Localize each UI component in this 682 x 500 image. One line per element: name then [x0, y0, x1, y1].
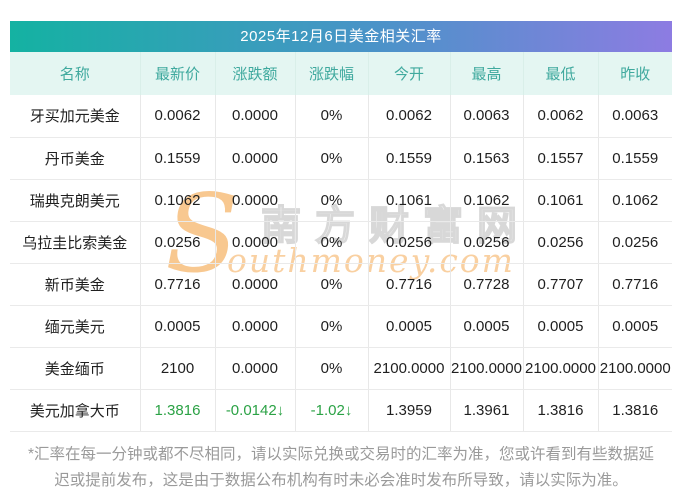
- value-cell: 0.1062: [140, 179, 216, 222]
- disclaimer-line-2: 迟或提前发布，这是由于数据公布机构有时未必会准时发布所导致，请以实际为准。: [54, 472, 628, 489]
- column-header: 名称: [10, 52, 141, 95]
- pair-name-cell: 缅元美元: [10, 305, 141, 348]
- value-cell: 0.7716: [598, 263, 672, 306]
- pair-name-cell: 丹币美金: [10, 137, 141, 180]
- value-cell: 0.0005: [598, 305, 672, 348]
- value-cell: 0.0000: [215, 347, 296, 390]
- table-row: 瑞典克朗美元 0.1062 0.0000 0% 0.1061 0.1062 0.1061 0.…: [10, 179, 672, 222]
- value-cell: 0.0005: [140, 305, 216, 348]
- table-row: 美金缅币 2100 0.0000 0% 2100.0000 2100.0000 2100.0…: [10, 347, 672, 390]
- value-cell: 0.7716: [140, 263, 216, 306]
- value-cell: 0.1061: [523, 179, 599, 222]
- value-cell: 0.1559: [140, 137, 216, 180]
- value-cell: 2100.0000: [598, 347, 672, 390]
- value-cell: -0.0142↓: [215, 389, 296, 432]
- value-cell: 0%: [295, 221, 369, 264]
- value-cell: 0.0256: [140, 221, 216, 264]
- value-cell: 0.0000: [215, 95, 296, 138]
- table-row: 牙买加元美金 0.0062 0.0000 0% 0.0062 0.0063 0.0062 0.…: [10, 95, 672, 138]
- value-cell: 0.0000: [215, 263, 296, 306]
- pair-name-cell: 美元加拿大币: [10, 389, 141, 432]
- column-header: 昨收: [598, 52, 672, 95]
- value-cell: 0.0000: [215, 305, 296, 348]
- table-row: 丹币美金 0.1559 0.0000 0% 0.1559 0.1563 0.1557 0.15…: [10, 137, 672, 180]
- value-cell: 0.0000: [215, 221, 296, 264]
- value-cell: 0.0256: [598, 221, 672, 264]
- value-cell: 0.1563: [450, 137, 524, 180]
- value-cell: 0.0256: [523, 221, 599, 264]
- value-cell: 0.1062: [450, 179, 524, 222]
- value-cell: 0%: [295, 137, 369, 180]
- value-cell: 0.0062: [523, 95, 599, 138]
- value-cell: 0%: [295, 347, 369, 390]
- value-cell: 0.0063: [450, 95, 524, 138]
- value-cell: 0.1559: [368, 137, 451, 180]
- disclaimer-note: *汇率在每一分钟或都不尽相同，请以实际兑换或交易时的汇率为准，您或许看到有些数据…: [0, 442, 682, 494]
- value-cell: 0.0062: [140, 95, 216, 138]
- value-cell: 2100.0000: [523, 347, 599, 390]
- column-header: 涨跌幅: [295, 52, 369, 95]
- value-cell: 0.0000: [215, 179, 296, 222]
- value-cell: 0.1557: [523, 137, 599, 180]
- value-cell: 0.0063: [598, 95, 672, 138]
- value-cell: 0.0005: [523, 305, 599, 348]
- value-cell: 0.0000: [215, 137, 296, 180]
- value-cell: 0.7728: [450, 263, 524, 306]
- rates-table: 名称 最新价 涨跌额 涨跌幅 今开 最高 最低 昨收 牙买加元美金 0.0062 0.0000 0%…: [10, 52, 672, 432]
- pair-name-cell: 乌拉圭比索美金: [10, 221, 141, 264]
- column-header: 涨跌额: [215, 52, 296, 95]
- value-cell: 0.7716: [368, 263, 451, 306]
- value-cell: 2100.0000: [450, 347, 524, 390]
- pair-name-cell: 瑞典克朗美元: [10, 179, 141, 222]
- value-cell: 0%: [295, 305, 369, 348]
- value-cell: 0%: [295, 95, 369, 138]
- value-cell: 0.1559: [598, 137, 672, 180]
- pair-name-cell: 美金缅币: [10, 347, 141, 390]
- pair-name-cell: 新币美金: [10, 263, 141, 306]
- value-cell: 0%: [295, 263, 369, 306]
- table-header-row: 名称 最新价 涨跌额 涨跌幅 今开 最高 最低 昨收: [10, 52, 672, 95]
- column-header: 最高: [450, 52, 524, 95]
- table-row: 美元加拿大币 1.3816 -0.0142↓ -1.02↓ 1.3959 1.3961 1.…: [10, 389, 672, 432]
- value-cell: 0.0005: [368, 305, 451, 348]
- value-cell: 0%: [295, 179, 369, 222]
- value-cell: 2100: [140, 347, 216, 390]
- table-row: 缅元美元 0.0005 0.0000 0% 0.0005 0.0005 0.0005 0.00…: [10, 305, 672, 348]
- value-cell: 1.3816: [598, 389, 672, 432]
- value-cell: -1.02↓: [295, 389, 369, 432]
- page-title: 2025年12月6日美金相关汇率: [10, 21, 672, 52]
- value-cell: 1.3816: [523, 389, 599, 432]
- column-header: 今开: [368, 52, 451, 95]
- value-cell: 1.3961: [450, 389, 524, 432]
- value-cell: 0.1061: [368, 179, 451, 222]
- value-cell: 1.3816: [140, 389, 216, 432]
- value-cell: 0.0062: [368, 95, 451, 138]
- disclaimer-line-1: *汇率在每一分钟或都不尽相同，请以实际兑换或交易时的汇率为准，您或许看到有些数据…: [27, 446, 655, 463]
- value-cell: 0.7707: [523, 263, 599, 306]
- value-cell: 0.1062: [598, 179, 672, 222]
- pair-name-cell: 牙买加元美金: [10, 95, 141, 138]
- column-header: 最低: [523, 52, 599, 95]
- value-cell: 1.3959: [368, 389, 451, 432]
- table-row: 乌拉圭比索美金 0.0256 0.0000 0% 0.0256 0.0256 0.0256 0…: [10, 221, 672, 264]
- value-cell: 0.0005: [450, 305, 524, 348]
- value-cell: 0.0256: [368, 221, 451, 264]
- value-cell: 2100.0000: [368, 347, 451, 390]
- value-cell: 0.0256: [450, 221, 524, 264]
- column-header: 最新价: [140, 52, 216, 95]
- table-row: 新币美金 0.7716 0.0000 0% 0.7716 0.7728 0.7707 0.77…: [10, 263, 672, 306]
